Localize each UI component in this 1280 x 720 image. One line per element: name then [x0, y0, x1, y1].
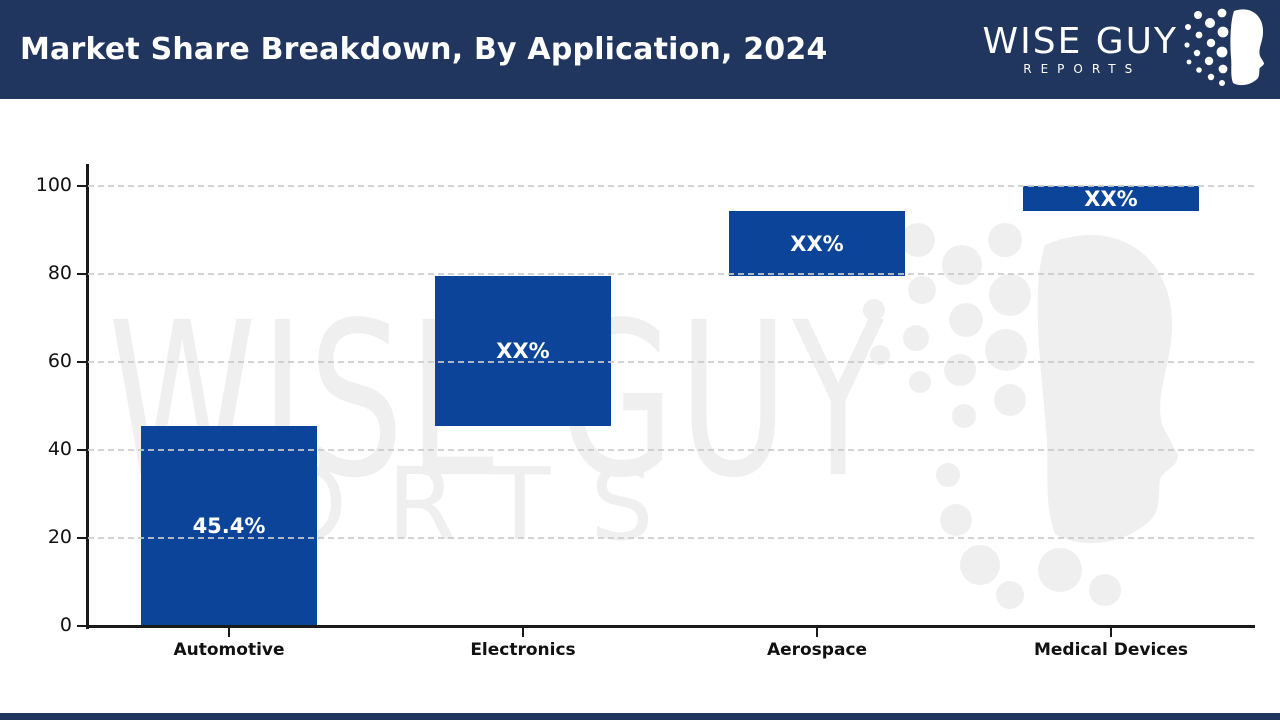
x-category-label-medical-devices: Medical Devices [1033, 640, 1188, 660]
y-tick-mark [77, 273, 86, 275]
y-axis-line [86, 164, 89, 629]
brand-subname: REPORTS [1023, 62, 1142, 77]
y-tick-label: 100 [35, 174, 72, 196]
watermark-head-icon [860, 220, 1190, 624]
bar-aerospace: XX% [729, 211, 905, 277]
y-tick-label: 0 [59, 614, 72, 636]
x-axis-line [86, 625, 1255, 628]
gridline-y80 [88, 273, 1255, 275]
bar-value-label: XX% [496, 339, 550, 364]
gridline-y40 [88, 449, 1255, 451]
bar-value-label: 45.4% [192, 514, 266, 539]
bar-medical-devices: XX% [1023, 186, 1199, 212]
brand-head-icon [1182, 5, 1266, 95]
gridline-y60 [88, 361, 1255, 363]
bar-value-label: XX% [790, 231, 844, 256]
x-tick-mark [816, 628, 818, 637]
footer-band [0, 713, 1280, 720]
x-tick-mark [228, 628, 230, 637]
y-tick-label: 80 [47, 262, 72, 284]
brand-name: WISE GUY [982, 20, 1178, 62]
bar-value-label: XX% [1084, 186, 1138, 211]
x-tick-mark [522, 628, 524, 637]
header: Market Share Breakdown, By Application, … [0, 0, 1280, 99]
y-tick-mark [77, 361, 86, 363]
brand-logo-text: WISE GUY REPORTS [982, 20, 1179, 77]
bar-automotive: 45.4% [141, 426, 317, 626]
x-category-label-aerospace: Aerospace [766, 640, 868, 660]
y-tick-mark [77, 625, 86, 627]
y-tick-label: 40 [47, 438, 72, 460]
x-category-label-electronics: Electronics [470, 640, 576, 660]
y-tick-mark [77, 537, 86, 539]
x-category-label-automotive: Automotive [173, 640, 285, 660]
y-tick-label: 20 [47, 526, 72, 548]
bar-electronics: XX% [435, 276, 611, 427]
gridline-y100 [88, 185, 1255, 187]
y-tick-mark [77, 185, 86, 187]
brand-logo: WISE GUY REPORTS [983, 5, 1280, 95]
page-title: Market Share Breakdown, By Application, … [20, 32, 828, 67]
y-tick-mark [77, 449, 86, 451]
gridline-y20 [88, 537, 1255, 539]
y-tick-label: 60 [47, 350, 72, 372]
x-tick-mark [1110, 628, 1112, 637]
